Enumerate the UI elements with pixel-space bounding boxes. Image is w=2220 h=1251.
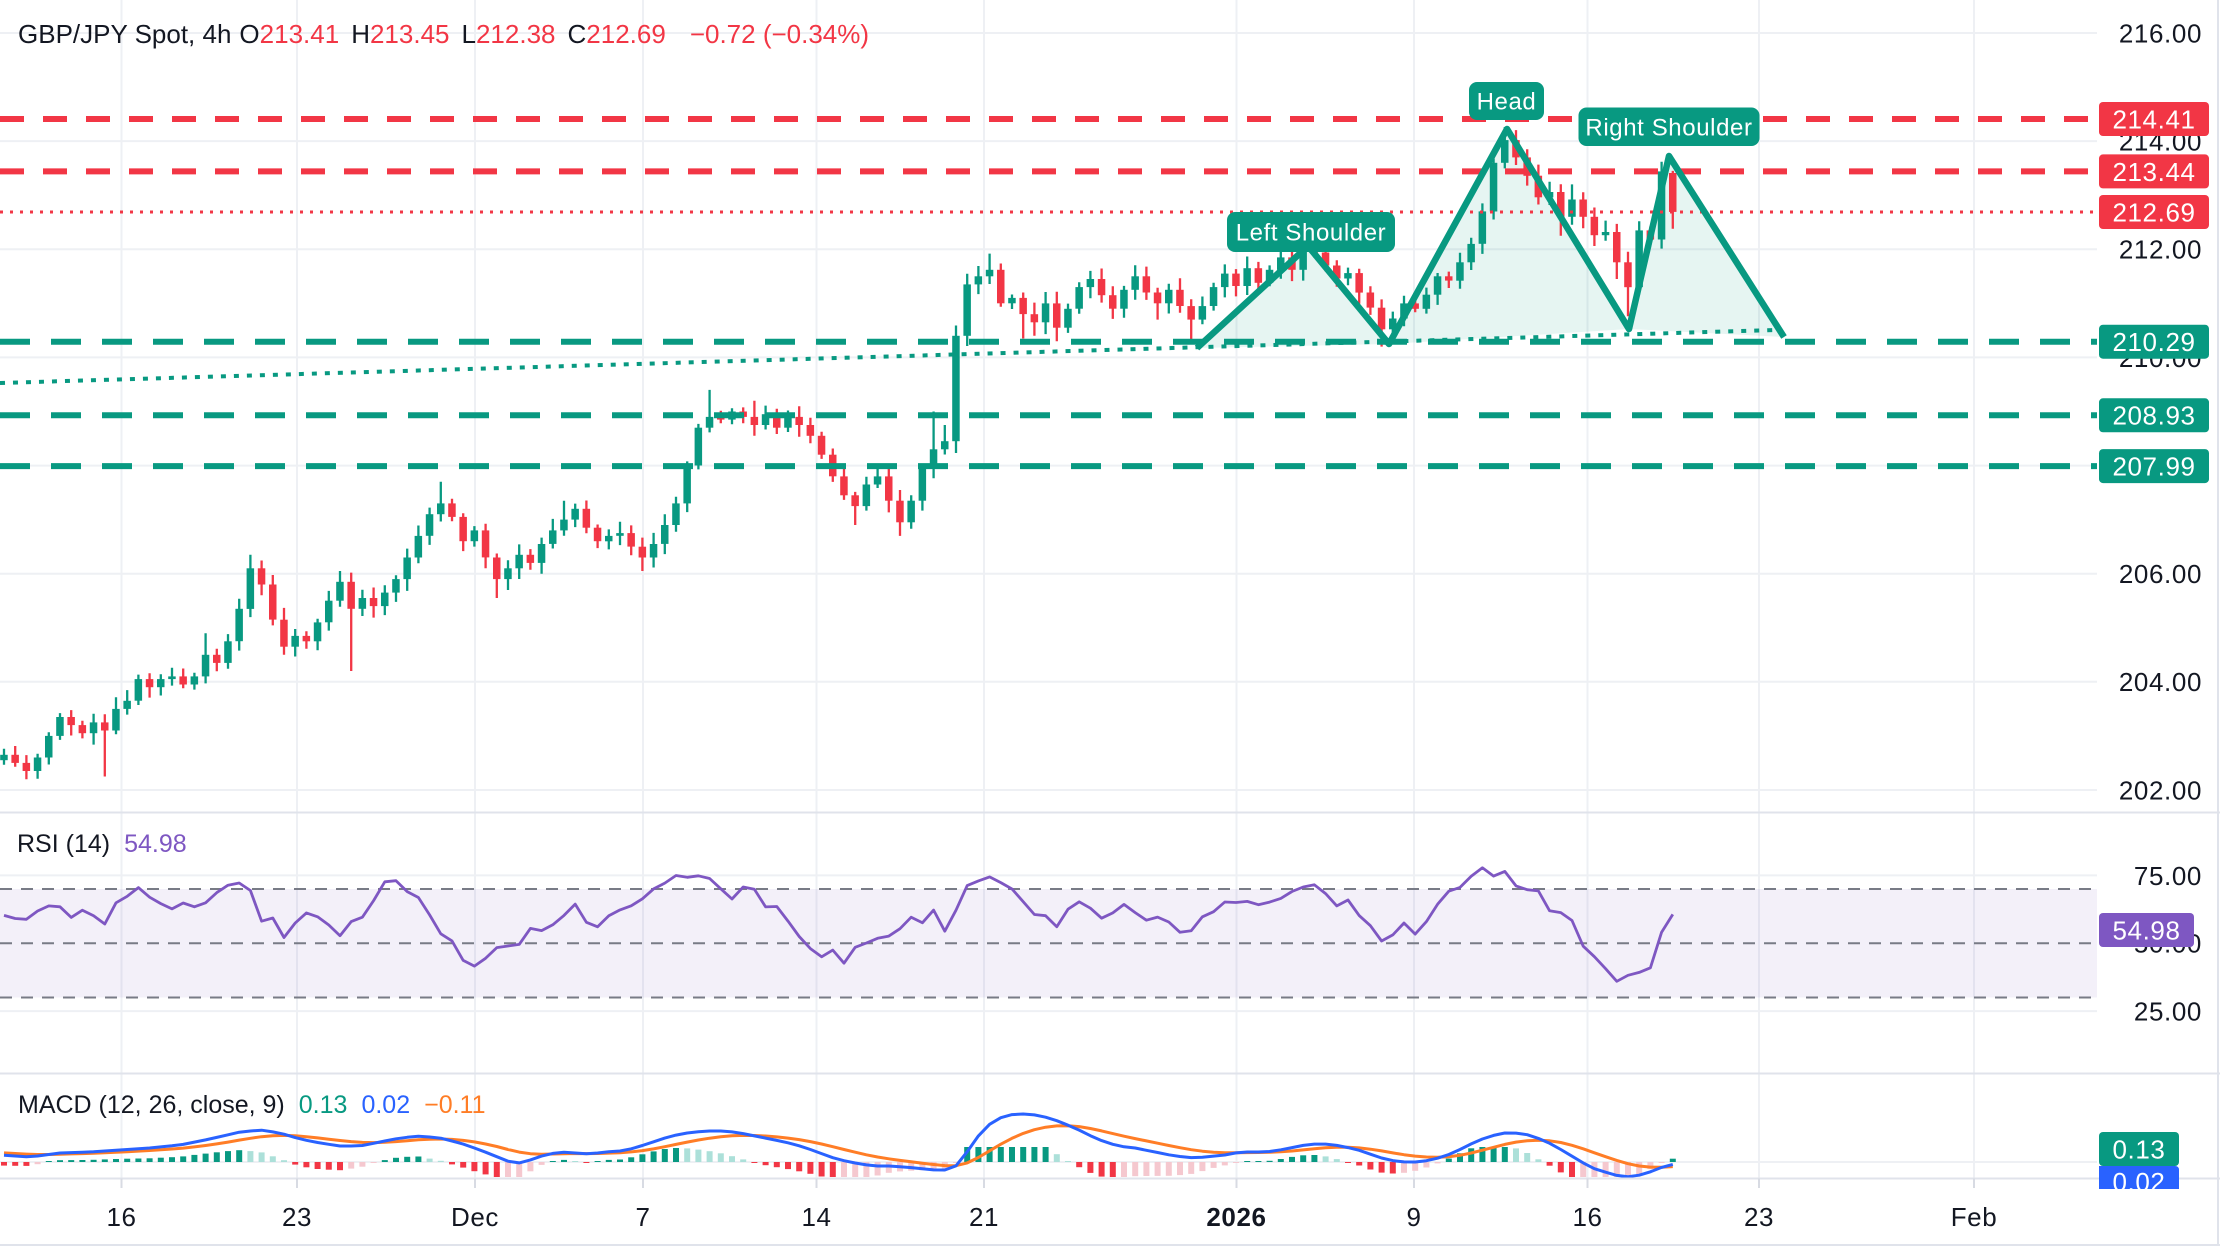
svg-text:Head: Head xyxy=(1477,89,1537,116)
svg-text:213.44: 213.44 xyxy=(2112,157,2195,187)
svg-text:14: 14 xyxy=(801,1202,831,1232)
svg-text:208.93: 208.93 xyxy=(2112,401,2195,431)
svg-text:Feb: Feb xyxy=(1951,1202,1998,1232)
svg-text:206.00: 206.00 xyxy=(2119,559,2202,589)
svg-text:23: 23 xyxy=(282,1202,312,1232)
svg-text:0.13: 0.13 xyxy=(2112,1134,2165,1164)
svg-text:214.41: 214.41 xyxy=(2112,104,2195,134)
svg-text:212.69: 212.69 xyxy=(2112,197,2195,227)
svg-text:2026: 2026 xyxy=(1206,1202,1266,1232)
svg-text:25.00: 25.00 xyxy=(2134,996,2202,1026)
svg-text:Dec: Dec xyxy=(451,1202,499,1232)
svg-text:16: 16 xyxy=(1572,1202,1602,1232)
svg-text:210.29: 210.29 xyxy=(2112,327,2195,357)
svg-text:216.00: 216.00 xyxy=(2119,18,2202,48)
svg-text:7: 7 xyxy=(635,1202,650,1232)
svg-text:54.98: 54.98 xyxy=(2112,915,2180,945)
svg-text:202.00: 202.00 xyxy=(2119,775,2202,805)
svg-text:9: 9 xyxy=(1406,1202,1421,1232)
svg-text:207.99: 207.99 xyxy=(2112,452,2195,482)
svg-text:75.00: 75.00 xyxy=(2134,861,2202,891)
svg-text:0.02: 0.02 xyxy=(2112,1167,2165,1197)
svg-text:23: 23 xyxy=(1744,1202,1774,1232)
svg-text:204.00: 204.00 xyxy=(2119,667,2202,697)
svg-text:212.00: 212.00 xyxy=(2119,235,2202,265)
svg-text:MACD (12, 26, close, 9)0.130.0: MACD (12, 26, close, 9) 0.13 0.02 −0.11 xyxy=(18,1091,486,1119)
svg-text:21: 21 xyxy=(969,1202,999,1232)
svg-text:Right Shoulder: Right Shoulder xyxy=(1585,114,1752,141)
svg-text:RSI (14)54.98: RSI (14) 54.98 xyxy=(17,830,187,858)
svg-text:16: 16 xyxy=(106,1202,136,1232)
svg-text:Left Shoulder: Left Shoulder xyxy=(1236,220,1387,247)
